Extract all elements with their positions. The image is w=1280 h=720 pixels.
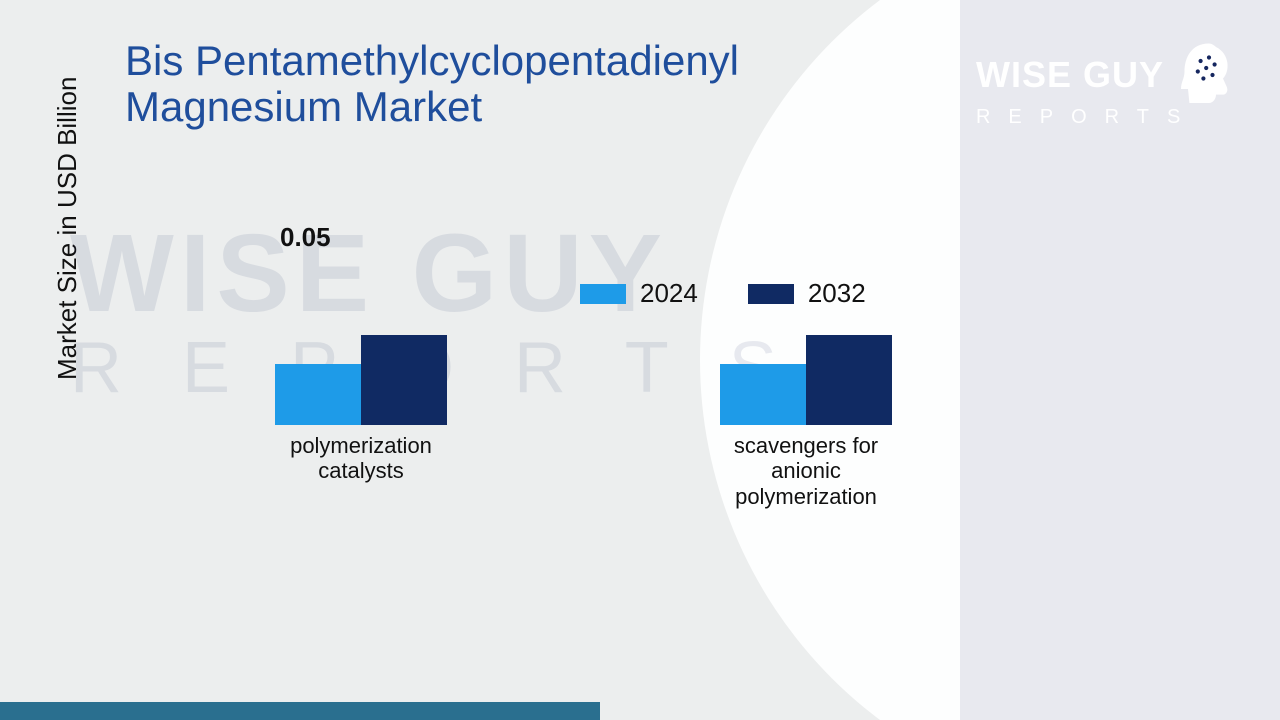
bar-group — [275, 200, 447, 425]
bar — [361, 335, 447, 425]
legend-item: 2024 — [580, 278, 698, 309]
bar-chart: 0.05 20242032 polymerization catalystssc… — [180, 200, 960, 580]
footer-strip — [0, 702, 600, 720]
bar-group — [720, 200, 892, 425]
bar — [275, 364, 361, 425]
bar — [806, 335, 892, 425]
category-label: polymerization catalysts — [261, 433, 461, 484]
head-icon — [1174, 40, 1244, 110]
y-axis-label: Market Size in USD Billion — [52, 77, 83, 380]
brand-line1: WISE GUY — [976, 54, 1164, 96]
legend-label: 2024 — [640, 278, 698, 309]
legend-swatch — [580, 284, 626, 304]
page-title: Bis Pentamethylcyclopentadienyl Magnesiu… — [125, 38, 885, 130]
category-label: scavengers for anionic polymerization — [706, 433, 906, 509]
brand-logo: WISE GUY REPORTS — [976, 40, 1244, 129]
bar — [720, 364, 806, 425]
stage: WISE GUY REPORTS Bis Pentamethylcyclopen… — [0, 0, 1280, 720]
